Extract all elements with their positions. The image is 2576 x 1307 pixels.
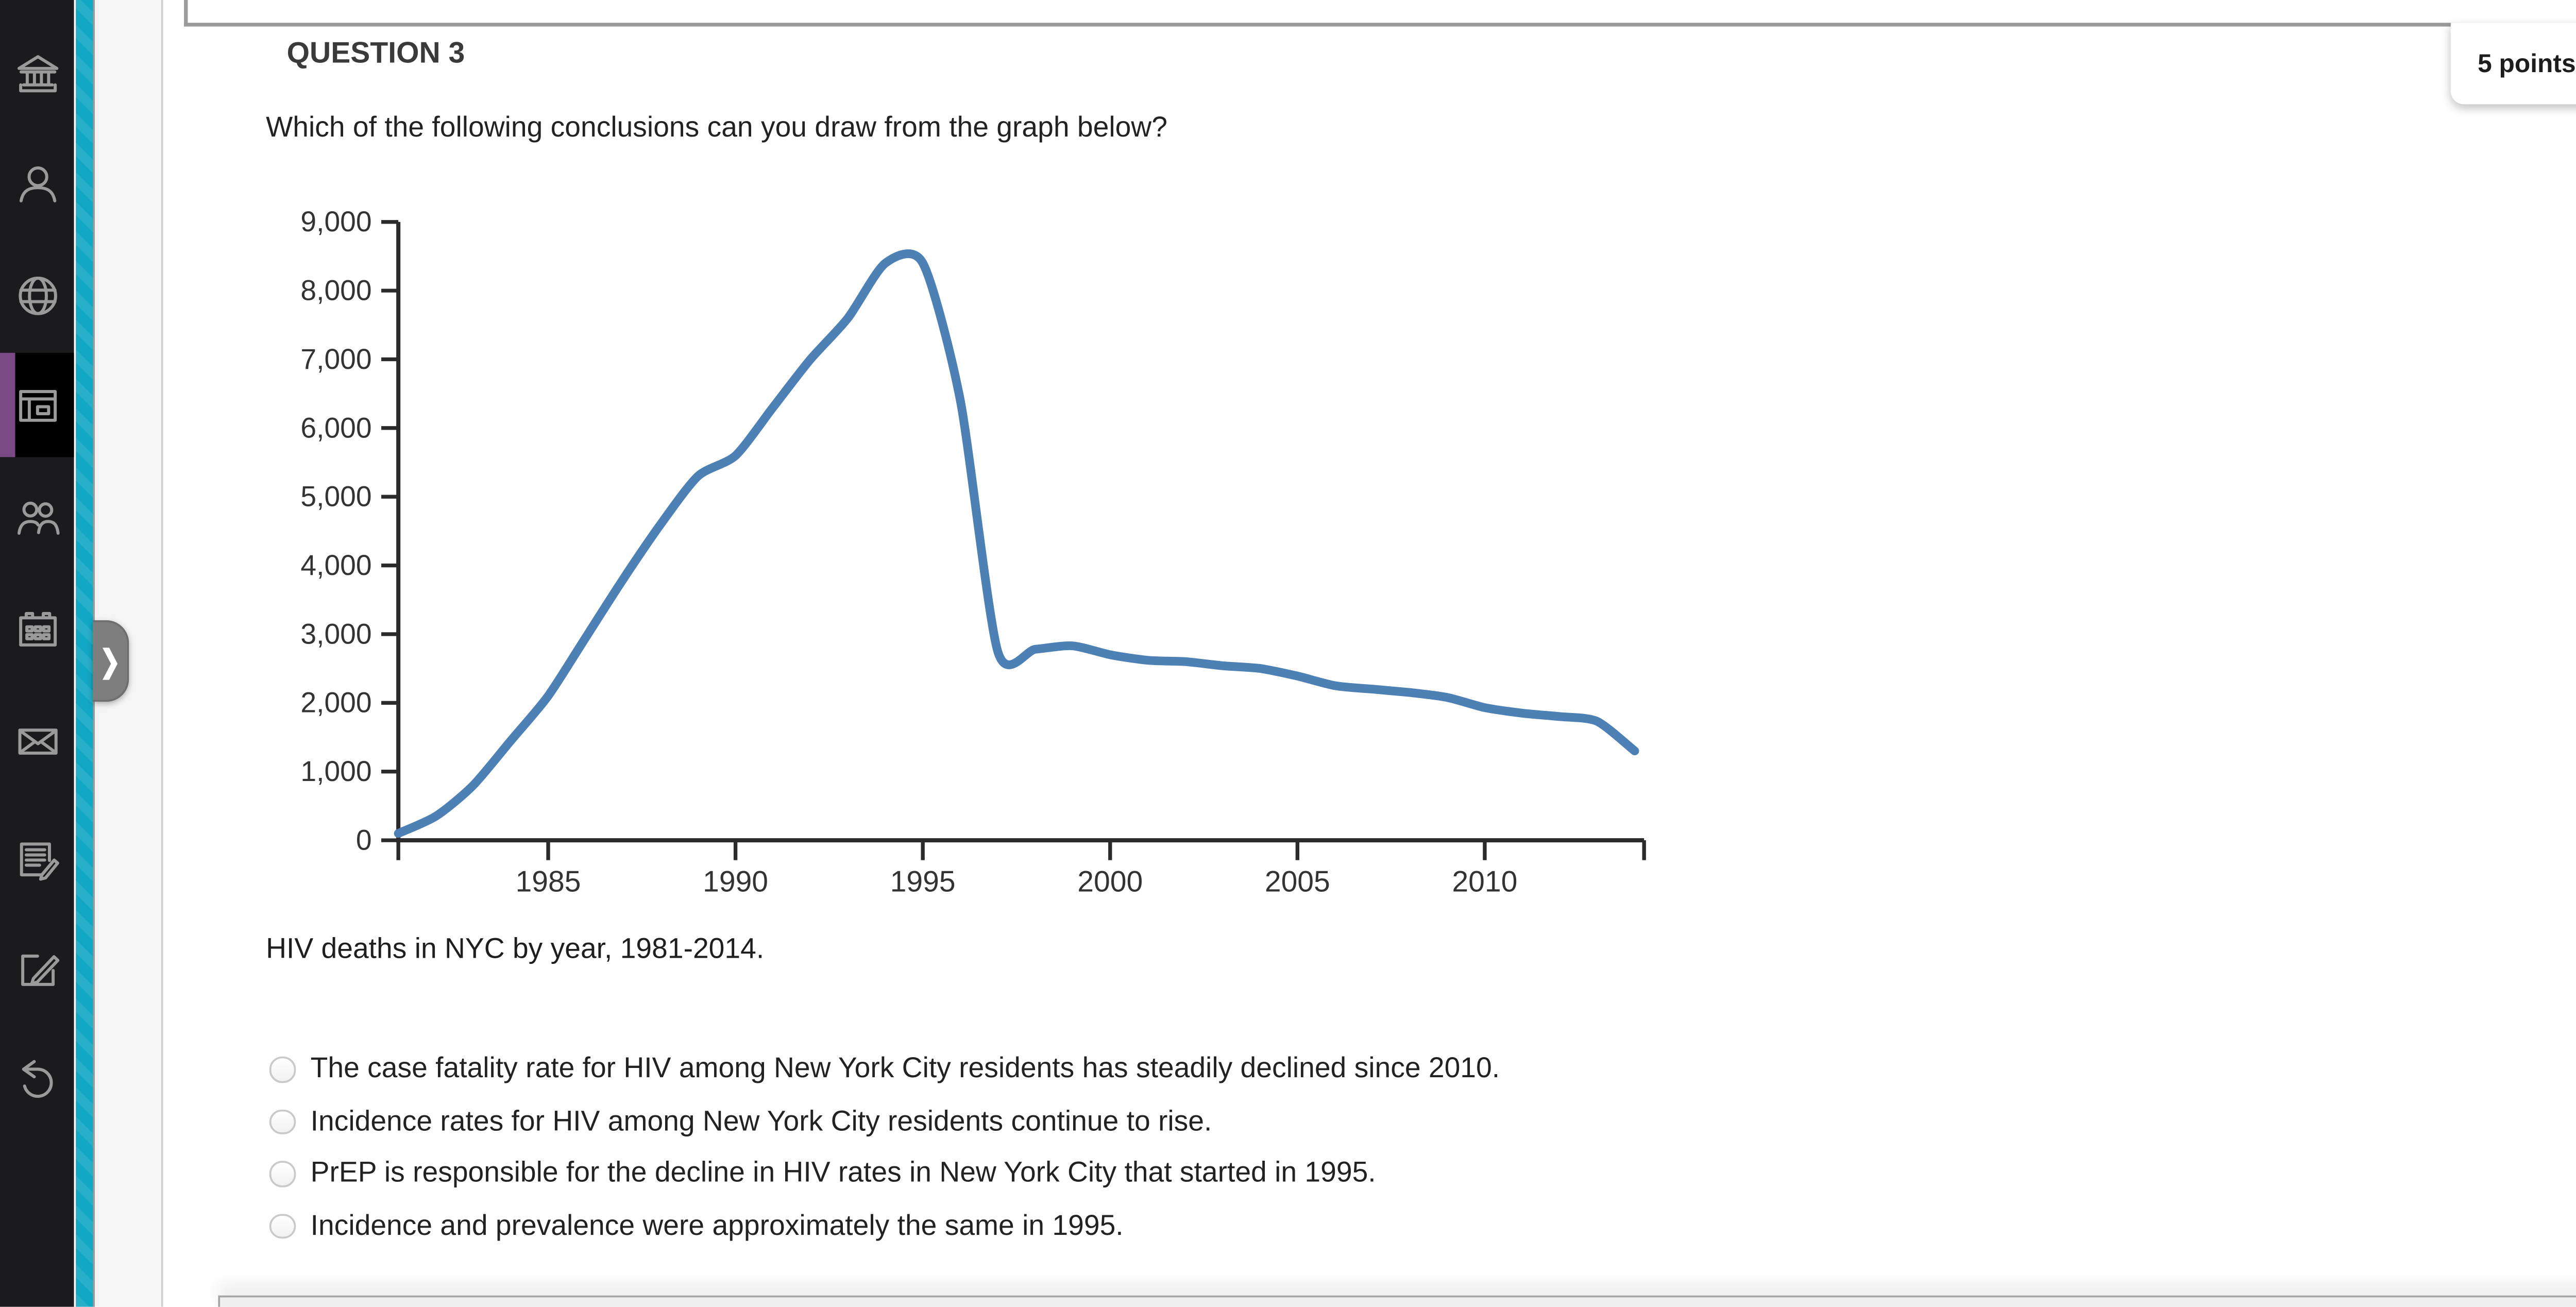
sidebar-item-assignments[interactable] [0, 916, 74, 1020]
option-label: Incidence rates for HIV among New York C… [310, 1105, 1212, 1138]
sidebar-item-courses[interactable] [0, 352, 74, 457]
svg-text:1990: 1990 [703, 865, 769, 898]
radio-button[interactable] [269, 1056, 296, 1082]
svg-text:0: 0 [357, 824, 372, 856]
courses-icon [18, 389, 56, 421]
sidebar-item-grades[interactable] [0, 806, 74, 910]
sidebar-item-community[interactable] [0, 243, 74, 347]
answer-option[interactable]: PrEP is responsible for the decline in H… [269, 1147, 2357, 1199]
answer-option[interactable]: Incidence and prevalence were approximat… [269, 1200, 2357, 1252]
option-label: The case fatality rate for HIV among New… [310, 1053, 1500, 1085]
svg-text:1995: 1995 [890, 865, 956, 898]
chart-caption: HIV deaths in NYC by year, 1981-2014. [266, 933, 765, 966]
svg-text:7,000: 7,000 [301, 343, 372, 375]
signout-icon [21, 1059, 52, 1097]
sidebar-item-profile[interactable] [0, 131, 74, 235]
course-menu-sidebar [0, 0, 76, 1307]
sidebar-item-institution[interactable] [0, 21, 74, 125]
svg-text:2000: 2000 [1078, 865, 1143, 898]
svg-text:6,000: 6,000 [301, 412, 372, 444]
svg-text:5,000: 5,000 [301, 481, 372, 513]
sidebar-item-signout[interactable] [0, 1026, 74, 1130]
radio-button[interactable] [269, 1161, 296, 1186]
svg-text:2010: 2010 [1452, 865, 1518, 898]
svg-text:3,000: 3,000 [301, 618, 372, 650]
radio-button[interactable] [269, 1213, 296, 1239]
answer-option[interactable]: The case fatality rate for HIV among New… [269, 1043, 2357, 1095]
points-panel: 5 points Save Answer [2451, 23, 2576, 105]
option-label: Incidence and prevalence were approximat… [310, 1210, 1124, 1242]
chevron-right-icon: ❯ [99, 642, 121, 678]
radio-button[interactable] [269, 1108, 296, 1134]
sidebar-item-calendar[interactable] [0, 576, 74, 681]
svg-text:4,000: 4,000 [301, 549, 372, 581]
mail-icon [17, 727, 57, 754]
sidebar-item-organizations[interactable] [0, 465, 74, 569]
svg-text:1,000: 1,000 [301, 755, 372, 787]
answer-options: The case fatality rate for HIV among New… [269, 1043, 2357, 1252]
question-content: 5 points Save Answer QUESTION 3 Which of… [163, 0, 2576, 1307]
answer-option[interactable]: Incidence rates for HIV among New York C… [269, 1095, 2357, 1147]
previous-question-border [184, 0, 2576, 27]
question-prompt: Which of the following conclusions can y… [266, 112, 1167, 144]
svg-text:9,000: 9,000 [301, 206, 372, 237]
svg-text:8,000: 8,000 [301, 275, 372, 307]
user-icon [19, 165, 56, 201]
svg-text:1985: 1985 [516, 865, 581, 898]
sidebar-accent-strip [76, 0, 95, 1307]
edit-icon [20, 954, 59, 986]
institution-icon [16, 54, 58, 92]
sidebar-item-messages[interactable] [0, 688, 74, 792]
points-label: 5 points [2478, 49, 2576, 78]
groups-icon [16, 500, 59, 534]
next-question-panel [218, 1295, 2576, 1307]
line-chart-svg: 0 1,000 2,000 3,000 4,000 5,000 6,000 7,000 8,00… [301, 206, 1647, 898]
option-label: PrEP is responsible for the decline in H… [310, 1157, 1376, 1190]
gradebook-icon [19, 841, 59, 880]
sidebar-expand-tab[interactable]: ❯ [93, 620, 129, 701]
svg-text:2005: 2005 [1265, 865, 1331, 898]
globe-icon [18, 276, 57, 314]
question-title: QUESTION 3 [286, 38, 465, 71]
svg-text:2,000: 2,000 [301, 687, 372, 719]
hiv-deaths-line-chart: 0 1,000 2,000 3,000 4,000 5,000 6,000 7,000 8,00… [247, 190, 1688, 967]
calendar-icon [18, 611, 56, 646]
